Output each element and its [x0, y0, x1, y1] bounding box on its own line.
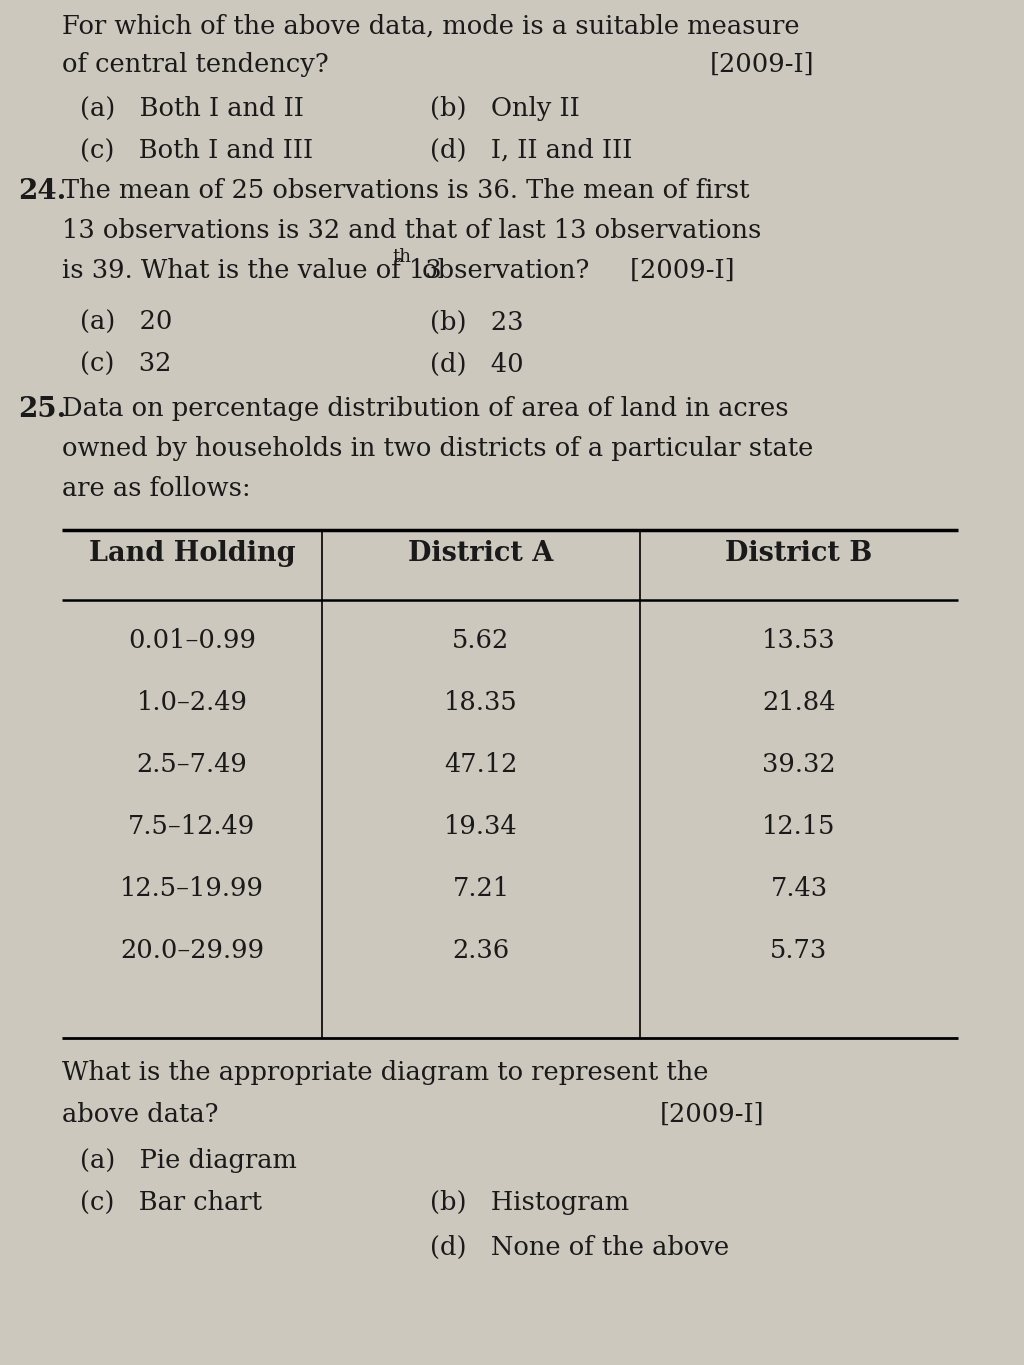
Text: Land Holding: Land Holding [89, 541, 295, 566]
Text: 0.01–0.99: 0.01–0.99 [128, 628, 256, 652]
Text: (b)   Histogram: (b) Histogram [430, 1190, 629, 1215]
Text: 47.12: 47.12 [444, 752, 518, 777]
Text: 12.5–19.99: 12.5–19.99 [120, 876, 264, 901]
Text: 1.0–2.49: 1.0–2.49 [136, 689, 248, 715]
Text: (c)   Both I and III: (c) Both I and III [80, 138, 313, 162]
Text: (d)   None of the above: (d) None of the above [430, 1235, 729, 1260]
Text: 13.53: 13.53 [762, 628, 836, 652]
Text: [2009-I]: [2009-I] [660, 1102, 765, 1127]
Text: (c)   32: (c) 32 [80, 352, 171, 377]
Text: 2.36: 2.36 [453, 938, 510, 962]
Text: 19.34: 19.34 [444, 814, 518, 839]
Text: are as follows:: are as follows: [62, 476, 251, 501]
Text: 25.: 25. [18, 396, 67, 423]
Text: (a)   20: (a) 20 [80, 310, 172, 334]
Text: What is the appropriate diagram to represent the: What is the appropriate diagram to repre… [62, 1061, 709, 1085]
Text: 2.5–7.49: 2.5–7.49 [136, 752, 248, 777]
Text: (d)   40: (d) 40 [430, 352, 523, 377]
Text: District A: District A [409, 541, 554, 566]
Text: (a)   Pie diagram: (a) Pie diagram [80, 1148, 297, 1173]
Text: 24.: 24. [18, 177, 67, 205]
Text: is 39. What is the value of 13: is 39. What is the value of 13 [62, 258, 441, 283]
Text: (b)   Only II: (b) Only II [430, 96, 580, 121]
Text: [2009-I]: [2009-I] [710, 52, 815, 76]
Text: of central tendency?: of central tendency? [62, 52, 329, 76]
Text: District B: District B [725, 541, 872, 566]
Text: 18.35: 18.35 [444, 689, 518, 715]
Text: 7.5–12.49: 7.5–12.49 [128, 814, 256, 839]
Text: above data?: above data? [62, 1102, 218, 1127]
Text: 5.62: 5.62 [453, 628, 510, 652]
Text: 13 observations is 32 and that of last 13 observations: 13 observations is 32 and that of last 1… [62, 218, 762, 243]
Text: 39.32: 39.32 [762, 752, 836, 777]
Text: (a)   Both I and II: (a) Both I and II [80, 96, 304, 121]
Text: 20.0–29.99: 20.0–29.99 [120, 938, 264, 962]
Text: 5.73: 5.73 [770, 938, 827, 962]
Text: 7.43: 7.43 [770, 876, 827, 901]
Text: owned by households in two districts of a particular state: owned by households in two districts of … [62, 435, 813, 461]
Text: 7.21: 7.21 [453, 876, 510, 901]
Text: (b)   23: (b) 23 [430, 310, 523, 334]
Text: (d)   I, II and III: (d) I, II and III [430, 138, 633, 162]
Text: Data on percentage distribution of area of land in acres: Data on percentage distribution of area … [62, 396, 788, 420]
Text: 12.15: 12.15 [762, 814, 836, 839]
Text: 21.84: 21.84 [762, 689, 836, 715]
Text: (c)   Bar chart: (c) Bar chart [80, 1190, 262, 1215]
Text: observation?     [2009-I]: observation? [2009-I] [414, 258, 734, 283]
Text: th: th [392, 248, 411, 266]
Text: The mean of 25 observations is 36. The mean of first: The mean of 25 observations is 36. The m… [62, 177, 750, 203]
Text: For which of the above data, mode is a suitable measure: For which of the above data, mode is a s… [62, 14, 800, 40]
